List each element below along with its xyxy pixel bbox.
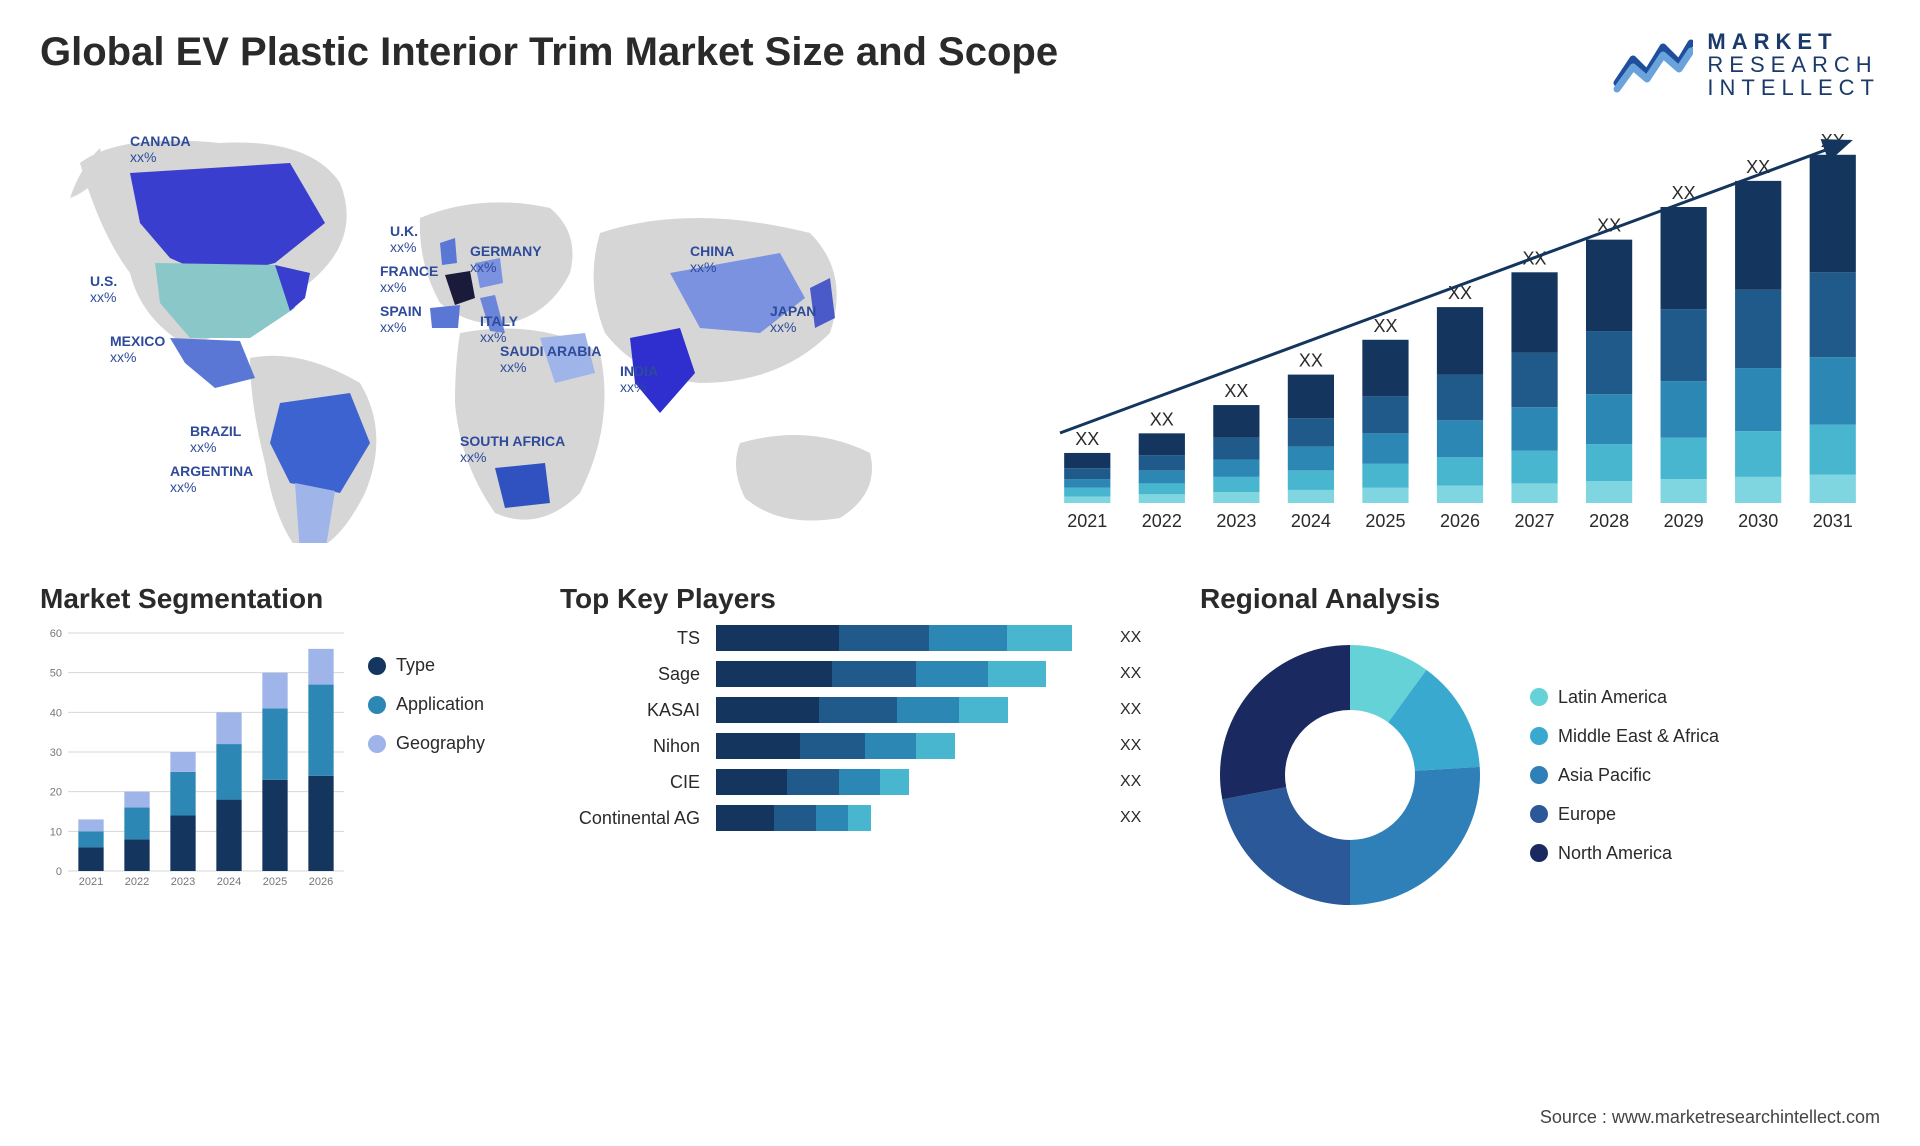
svg-text:20: 20: [50, 787, 62, 799]
map-label-u-s-: U.S.xx%: [90, 273, 117, 305]
player-value: XX: [1120, 809, 1160, 827]
key-players-list: TSXXSageXXKASAIXXNihonXXCIEXXContinental…: [560, 625, 1160, 831]
brand-line2: RESEARCH: [1707, 53, 1880, 76]
segmentation-legend: Type Application Geography: [368, 625, 485, 895]
map-label-south-africa: SOUTH AFRICAxx%: [460, 433, 565, 465]
svg-text:2029: 2029: [1664, 511, 1704, 531]
map-label-argentina: ARGENTINAxx%: [170, 463, 253, 495]
player-name: Continental AG: [560, 808, 700, 829]
svg-text:10: 10: [50, 827, 62, 839]
player-row: CIE XX: [560, 769, 1160, 795]
brand-logo: MARKET RESEARCH INTELLECT: [1613, 30, 1880, 99]
svg-text:2027: 2027: [1515, 511, 1555, 531]
map-label-u-k-: U.K.xx%: [390, 223, 418, 255]
svg-text:40: 40: [50, 708, 62, 720]
svg-text:2025: 2025: [1365, 511, 1405, 531]
segmentation-chart: 0 10 20 30 40 50 60 2021 2022 2023 2024 2025 2026: [40, 625, 350, 895]
growth-chart-panel: XX2021XX2022XX2023XX2024XX2025XX2026XX20…: [1030, 123, 1880, 543]
svg-text:2021: 2021: [1067, 511, 1107, 531]
svg-text:50: 50: [50, 668, 62, 680]
svg-text:2024: 2024: [1291, 511, 1331, 531]
seg-legend-item: Geography: [368, 733, 485, 754]
player-row: Nihon XX: [560, 733, 1160, 759]
player-bar: [716, 661, 1046, 687]
region-legend-item: Latin America: [1530, 687, 1719, 708]
player-row: Sage XX: [560, 661, 1160, 687]
brand-logo-icon: [1613, 33, 1693, 97]
region-legend-item: Asia Pacific: [1530, 765, 1719, 786]
svg-text:2030: 2030: [1738, 511, 1778, 531]
svg-text:60: 60: [50, 628, 62, 640]
player-row: Continental AG XX: [560, 805, 1160, 831]
seg-legend-item: Type: [368, 655, 485, 676]
svg-text:XX: XX: [1150, 410, 1174, 430]
player-value: XX: [1120, 701, 1160, 719]
player-value: XX: [1120, 773, 1160, 791]
player-bar: [716, 625, 1072, 651]
svg-text:2025: 2025: [263, 876, 287, 888]
brand-line3: INTELLECT: [1707, 76, 1880, 99]
map-label-china: CHINAxx%: [690, 243, 734, 275]
brand-logo-text: MARKET RESEARCH INTELLECT: [1707, 30, 1880, 99]
map-label-saudi-arabia: SAUDI ARABIAxx%: [500, 343, 601, 375]
map-label-france: FRANCExx%: [380, 263, 438, 295]
svg-text:XX: XX: [1224, 381, 1248, 401]
player-name: TS: [560, 628, 700, 649]
seg-legend-item: Application: [368, 694, 485, 715]
player-bar: [716, 805, 871, 831]
map-label-italy: ITALYxx%: [480, 313, 518, 345]
map-label-brazil: BRAZILxx%: [190, 423, 241, 455]
player-name: Nihon: [560, 736, 700, 757]
growth-chart-svg: XX2021XX2022XX2023XX2024XX2025XX2026XX20…: [1030, 123, 1880, 543]
page-title: Global EV Plastic Interior Trim Market S…: [40, 30, 1058, 75]
svg-text:2022: 2022: [1142, 511, 1182, 531]
regional-title: Regional Analysis: [1200, 583, 1880, 615]
regional-donut: [1200, 625, 1500, 925]
map-label-india: INDIAxx%: [620, 363, 658, 395]
brand-line1: MARKET: [1707, 30, 1880, 53]
svg-text:2026: 2026: [309, 876, 333, 888]
player-value: XX: [1120, 737, 1160, 755]
region-legend-item: Europe: [1530, 804, 1719, 825]
player-row: KASAI XX: [560, 697, 1160, 723]
svg-text:2022: 2022: [125, 876, 149, 888]
map-label-germany: GERMANYxx%: [470, 243, 542, 275]
region-legend-item: North America: [1530, 843, 1719, 864]
key-players-title: Top Key Players: [560, 583, 1160, 615]
player-bar: [716, 733, 955, 759]
player-value: XX: [1120, 665, 1160, 683]
svg-text:2031: 2031: [1813, 511, 1853, 531]
player-value: XX: [1120, 629, 1160, 647]
svg-text:0: 0: [56, 866, 62, 878]
svg-text:2028: 2028: [1589, 511, 1629, 531]
map-label-mexico: MEXICOxx%: [110, 333, 165, 365]
segmentation-panel: Market Segmentation 0 10 20 30 40 50 60 2021 202…: [40, 583, 520, 925]
player-row: TS XX: [560, 625, 1160, 651]
svg-text:XX: XX: [1075, 429, 1099, 449]
map-label-japan: JAPANxx%: [770, 303, 816, 335]
svg-text:2023: 2023: [1216, 511, 1256, 531]
svg-text:30: 30: [50, 747, 62, 759]
map-label-spain: SPAINxx%: [380, 303, 422, 335]
svg-text:XX: XX: [1373, 316, 1397, 336]
player-name: KASAI: [560, 700, 700, 721]
player-bar: [716, 769, 909, 795]
regional-panel: Regional Analysis Latin America Middle Ea…: [1200, 583, 1880, 925]
regional-legend: Latin America Middle East & Africa Asia Pa…: [1530, 687, 1719, 864]
source-line: Source : www.marketresearchintellect.com: [1540, 1107, 1880, 1128]
map-label-canada: CANADAxx%: [130, 133, 191, 165]
region-legend-item: Middle East & Africa: [1530, 726, 1719, 747]
player-name: Sage: [560, 664, 700, 685]
svg-text:2024: 2024: [217, 876, 241, 888]
world-map-panel: CANADAxx% U.S.xx% MEXICOxx% BRAZILxx% ARGENT…: [40, 123, 990, 543]
player-name: CIE: [560, 772, 700, 793]
svg-text:2023: 2023: [171, 876, 195, 888]
segmentation-title: Market Segmentation: [40, 583, 520, 615]
key-players-panel: Top Key Players TS XX Sage XX KASAI XX Nihon XX…: [560, 583, 1160, 925]
svg-text:XX: XX: [1299, 351, 1323, 371]
svg-text:2026: 2026: [1440, 511, 1480, 531]
svg-text:2021: 2021: [79, 876, 103, 888]
player-bar: [716, 697, 1008, 723]
